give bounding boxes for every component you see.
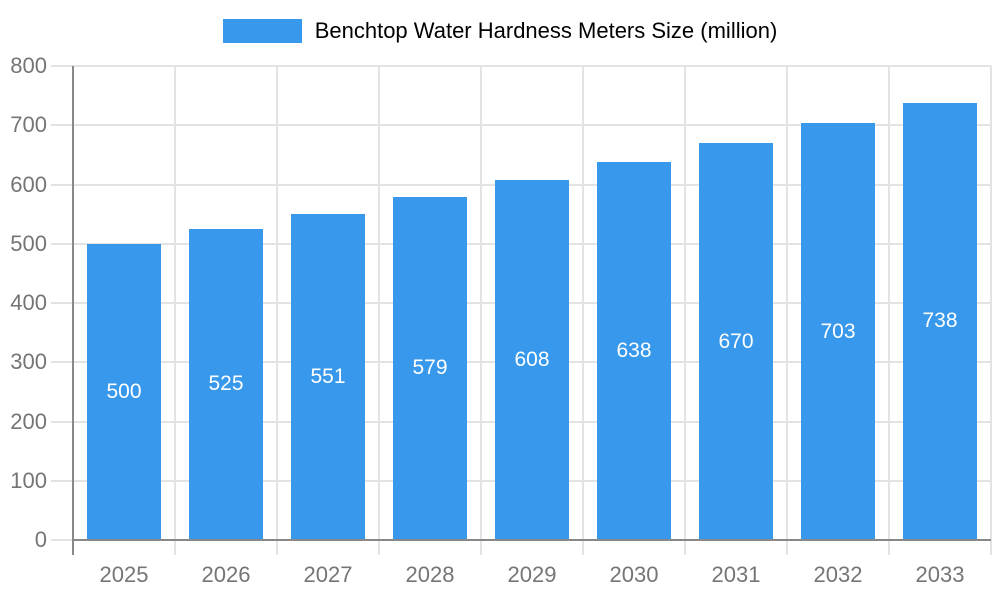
x-axis-tick [582,540,584,555]
y-axis-tick [51,183,73,186]
y-axis-line [72,66,74,555]
bar-2030[interactable] [597,161,671,540]
legend-series-label: Benchtop Water Hardness Meters Size (mil… [314,18,778,43]
y-axis-tick [51,361,73,364]
x-axis-tick [174,540,176,555]
bar-2032[interactable] [801,123,875,540]
y-axis-label: 400 [10,290,47,315]
y-axis-label: 200 [10,408,47,434]
x-gridline [786,66,788,540]
x-gridline [480,66,482,540]
y-axis-tick [51,65,73,67]
x-axis-tick [684,540,686,555]
x-axis-tick [990,540,992,555]
y-axis-tick [51,420,73,423]
y-axis-label: 700 [10,112,47,138]
x-axis-tick [378,540,380,555]
bar-2029[interactable] [495,179,569,540]
y-axis-label: 300 [10,349,47,375]
x-axis-label: 2030 [609,562,659,587]
bar-value-label: 738 [922,309,958,333]
bar-2031[interactable] [699,143,773,540]
bar-2027[interactable] [291,213,365,540]
bar-value-label: 670 [718,329,754,353]
x-axis-label: 2029 [507,562,557,587]
y-axis-tick [51,479,73,482]
bar-value-label: 608 [514,347,550,371]
x-gridline [990,66,992,540]
bar-value-label: 525 [208,372,244,396]
x-axis-label: 2031 [711,562,761,587]
x-axis-tick [480,540,482,555]
x-axis-label: 2033 [915,562,965,587]
y-axis-label: 100 [10,467,47,493]
bar-2028[interactable] [393,196,467,540]
x-axis-tick [276,540,278,555]
bar-value-label: 579 [412,356,448,380]
x-axis-tick [786,540,788,555]
bar-2033[interactable] [903,102,977,540]
x-gridline [378,66,380,540]
x-gridline [684,66,686,540]
y-axis-tick [51,242,73,245]
y-gridline [73,65,991,67]
x-axis-line [73,539,991,541]
y-axis-tick [51,124,73,127]
x-axis-label: 2032 [813,562,863,587]
x-gridline [582,66,584,540]
x-axis-label: 2025 [99,562,149,587]
bar-value-label: 703 [820,319,856,343]
y-axis-tick [51,302,73,304]
x-gridline [276,66,278,540]
y-axis-label: 800 [10,53,47,78]
y-axis-label: 500 [10,230,47,256]
bar-value-label: 551 [310,364,346,388]
legend-color-swatch-icon [222,19,302,43]
bar-2026[interactable] [189,228,263,540]
y-gridline [73,124,991,127]
x-axis-label: 2027 [303,562,353,587]
x-axis-tick [888,540,890,555]
y-axis-tick [51,539,73,541]
x-axis-label: 2028 [405,562,455,587]
x-gridline [888,66,890,540]
y-axis-label: 600 [10,171,47,197]
bar-value-label: 500 [106,379,142,403]
bar-value-label: 638 [616,338,652,362]
x-axis-label: 2026 [201,562,251,587]
chart-legend[interactable]: Benchtop Water Hardness Meters Size (mil… [0,17,1000,45]
x-gridline [174,66,176,540]
y-axis-label: 0 [34,527,47,552]
bar-2025[interactable] [87,243,161,540]
